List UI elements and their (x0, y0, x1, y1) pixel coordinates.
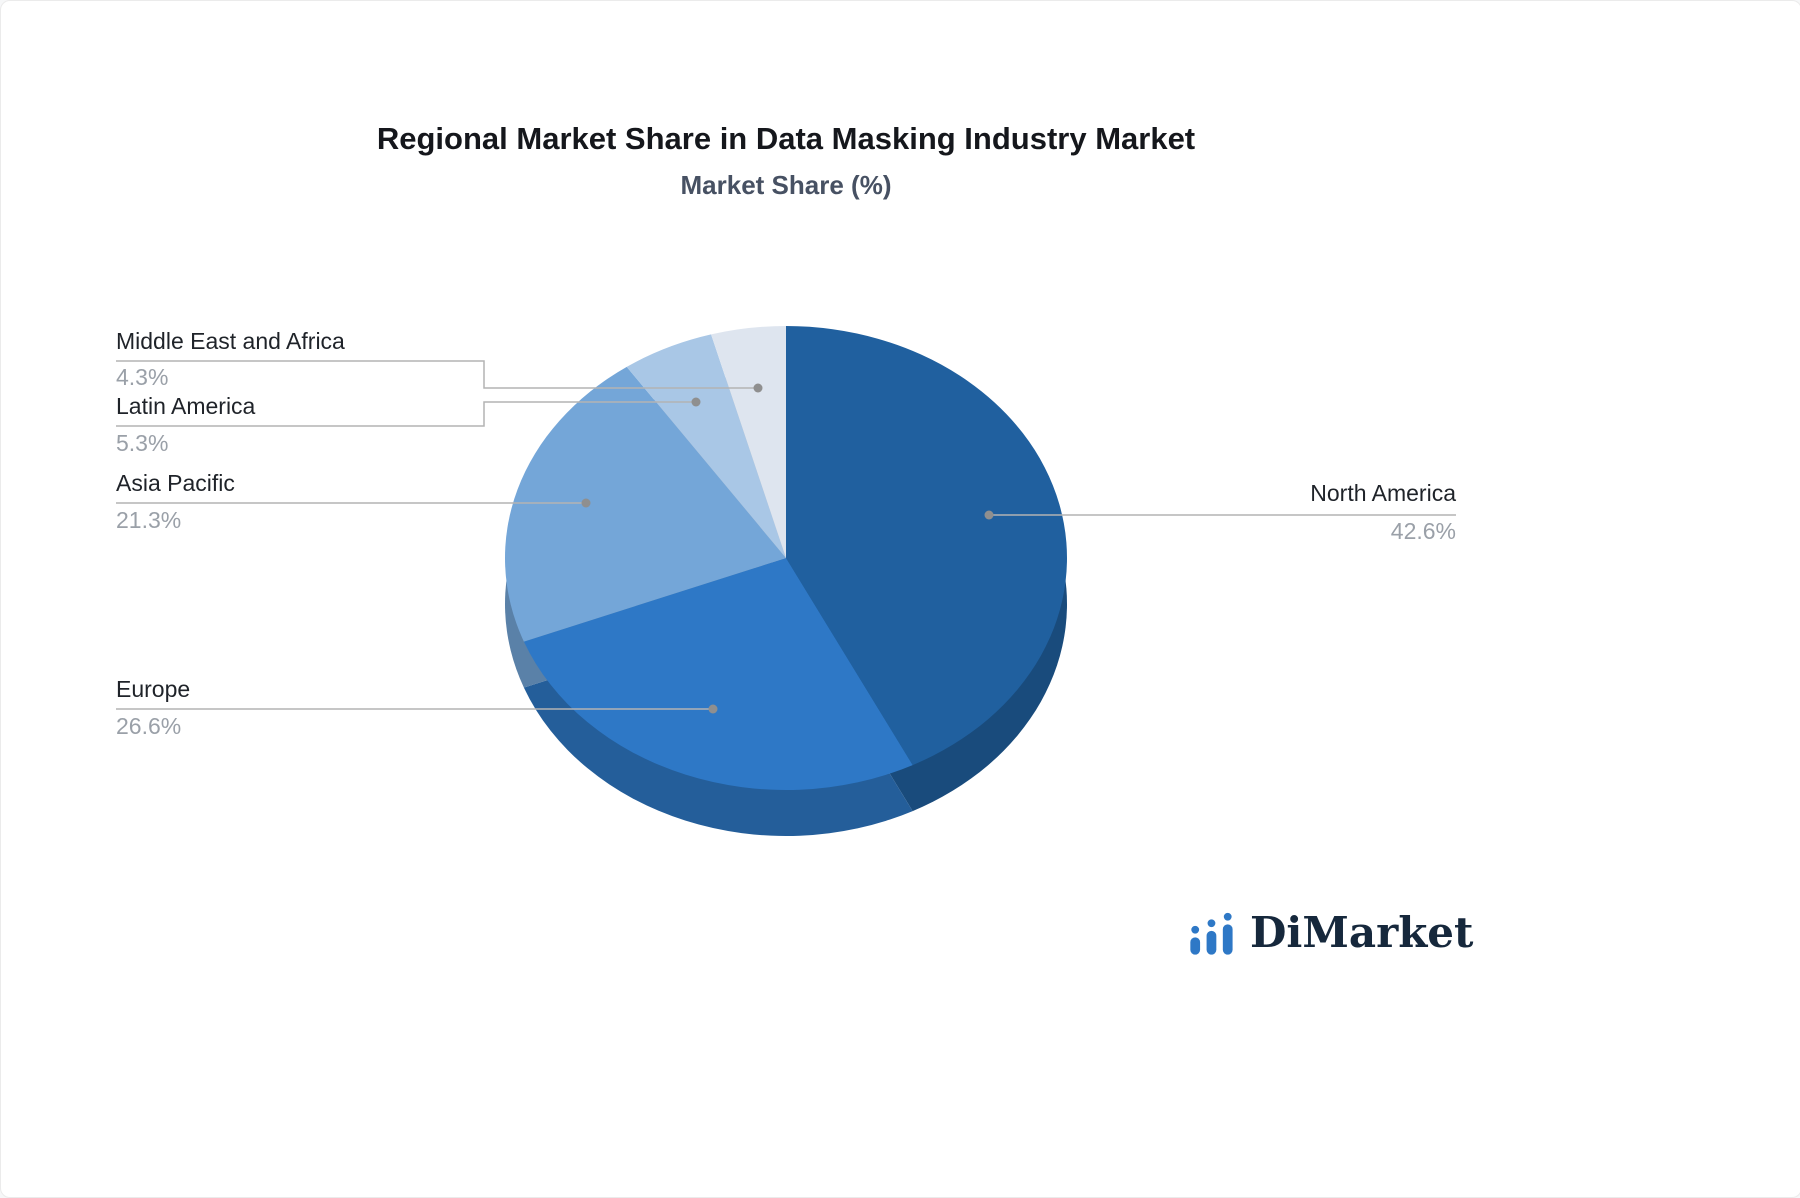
slice-value-europe: 26.6% (116, 713, 182, 739)
slice-label-europe: Europe (116, 676, 191, 702)
leader-dot-north-america (984, 510, 994, 520)
slice-value-asia-pacific: 21.3% (116, 507, 182, 533)
slice-value-latin-america: 5.3% (116, 430, 169, 456)
chart-title: Regional Market Share in Data Masking In… (376, 121, 1196, 156)
bar-chart-icon (1190, 912, 1233, 955)
slice-label-north-america: North America (1310, 480, 1456, 506)
brand-logo-text: DiMarket (1250, 908, 1474, 957)
slice-value-north-america: 42.6% (1390, 518, 1456, 544)
leader-dots (581, 383, 994, 714)
leader-line-middle-east-and-africa (116, 360, 758, 389)
slice-value-middle-east-and-africa: 4.3% (116, 364, 169, 390)
slice-label-latin-america: Latin America (116, 393, 256, 419)
brand-logo: DiMarket (1186, 904, 1473, 962)
slice-label-asia-pacific: Asia Pacific (116, 470, 235, 496)
pie-slice-north-america[interactable] (786, 326, 1067, 766)
pie-slice-middle-east-and-africa[interactable] (711, 326, 786, 558)
pie-top (505, 326, 1067, 790)
leader-line-latin-america (116, 401, 696, 427)
slice-label-middle-east-and-africa: Middle East and Africa (116, 328, 345, 354)
pie-slice-europe[interactable] (523, 558, 913, 790)
leader-lines (116, 360, 1456, 710)
leader-dot-latin-america (691, 397, 701, 407)
pie-slice-asia-pacific[interactable] (505, 366, 786, 642)
leader-dot-middle-east-and-africa (753, 383, 763, 393)
pie-slice-latin-america[interactable] (626, 334, 786, 558)
leader-dot-europe (708, 704, 718, 714)
leader-dot-asia-pacific (581, 498, 591, 508)
chart-subtitle: Market Share (%) (680, 170, 892, 200)
